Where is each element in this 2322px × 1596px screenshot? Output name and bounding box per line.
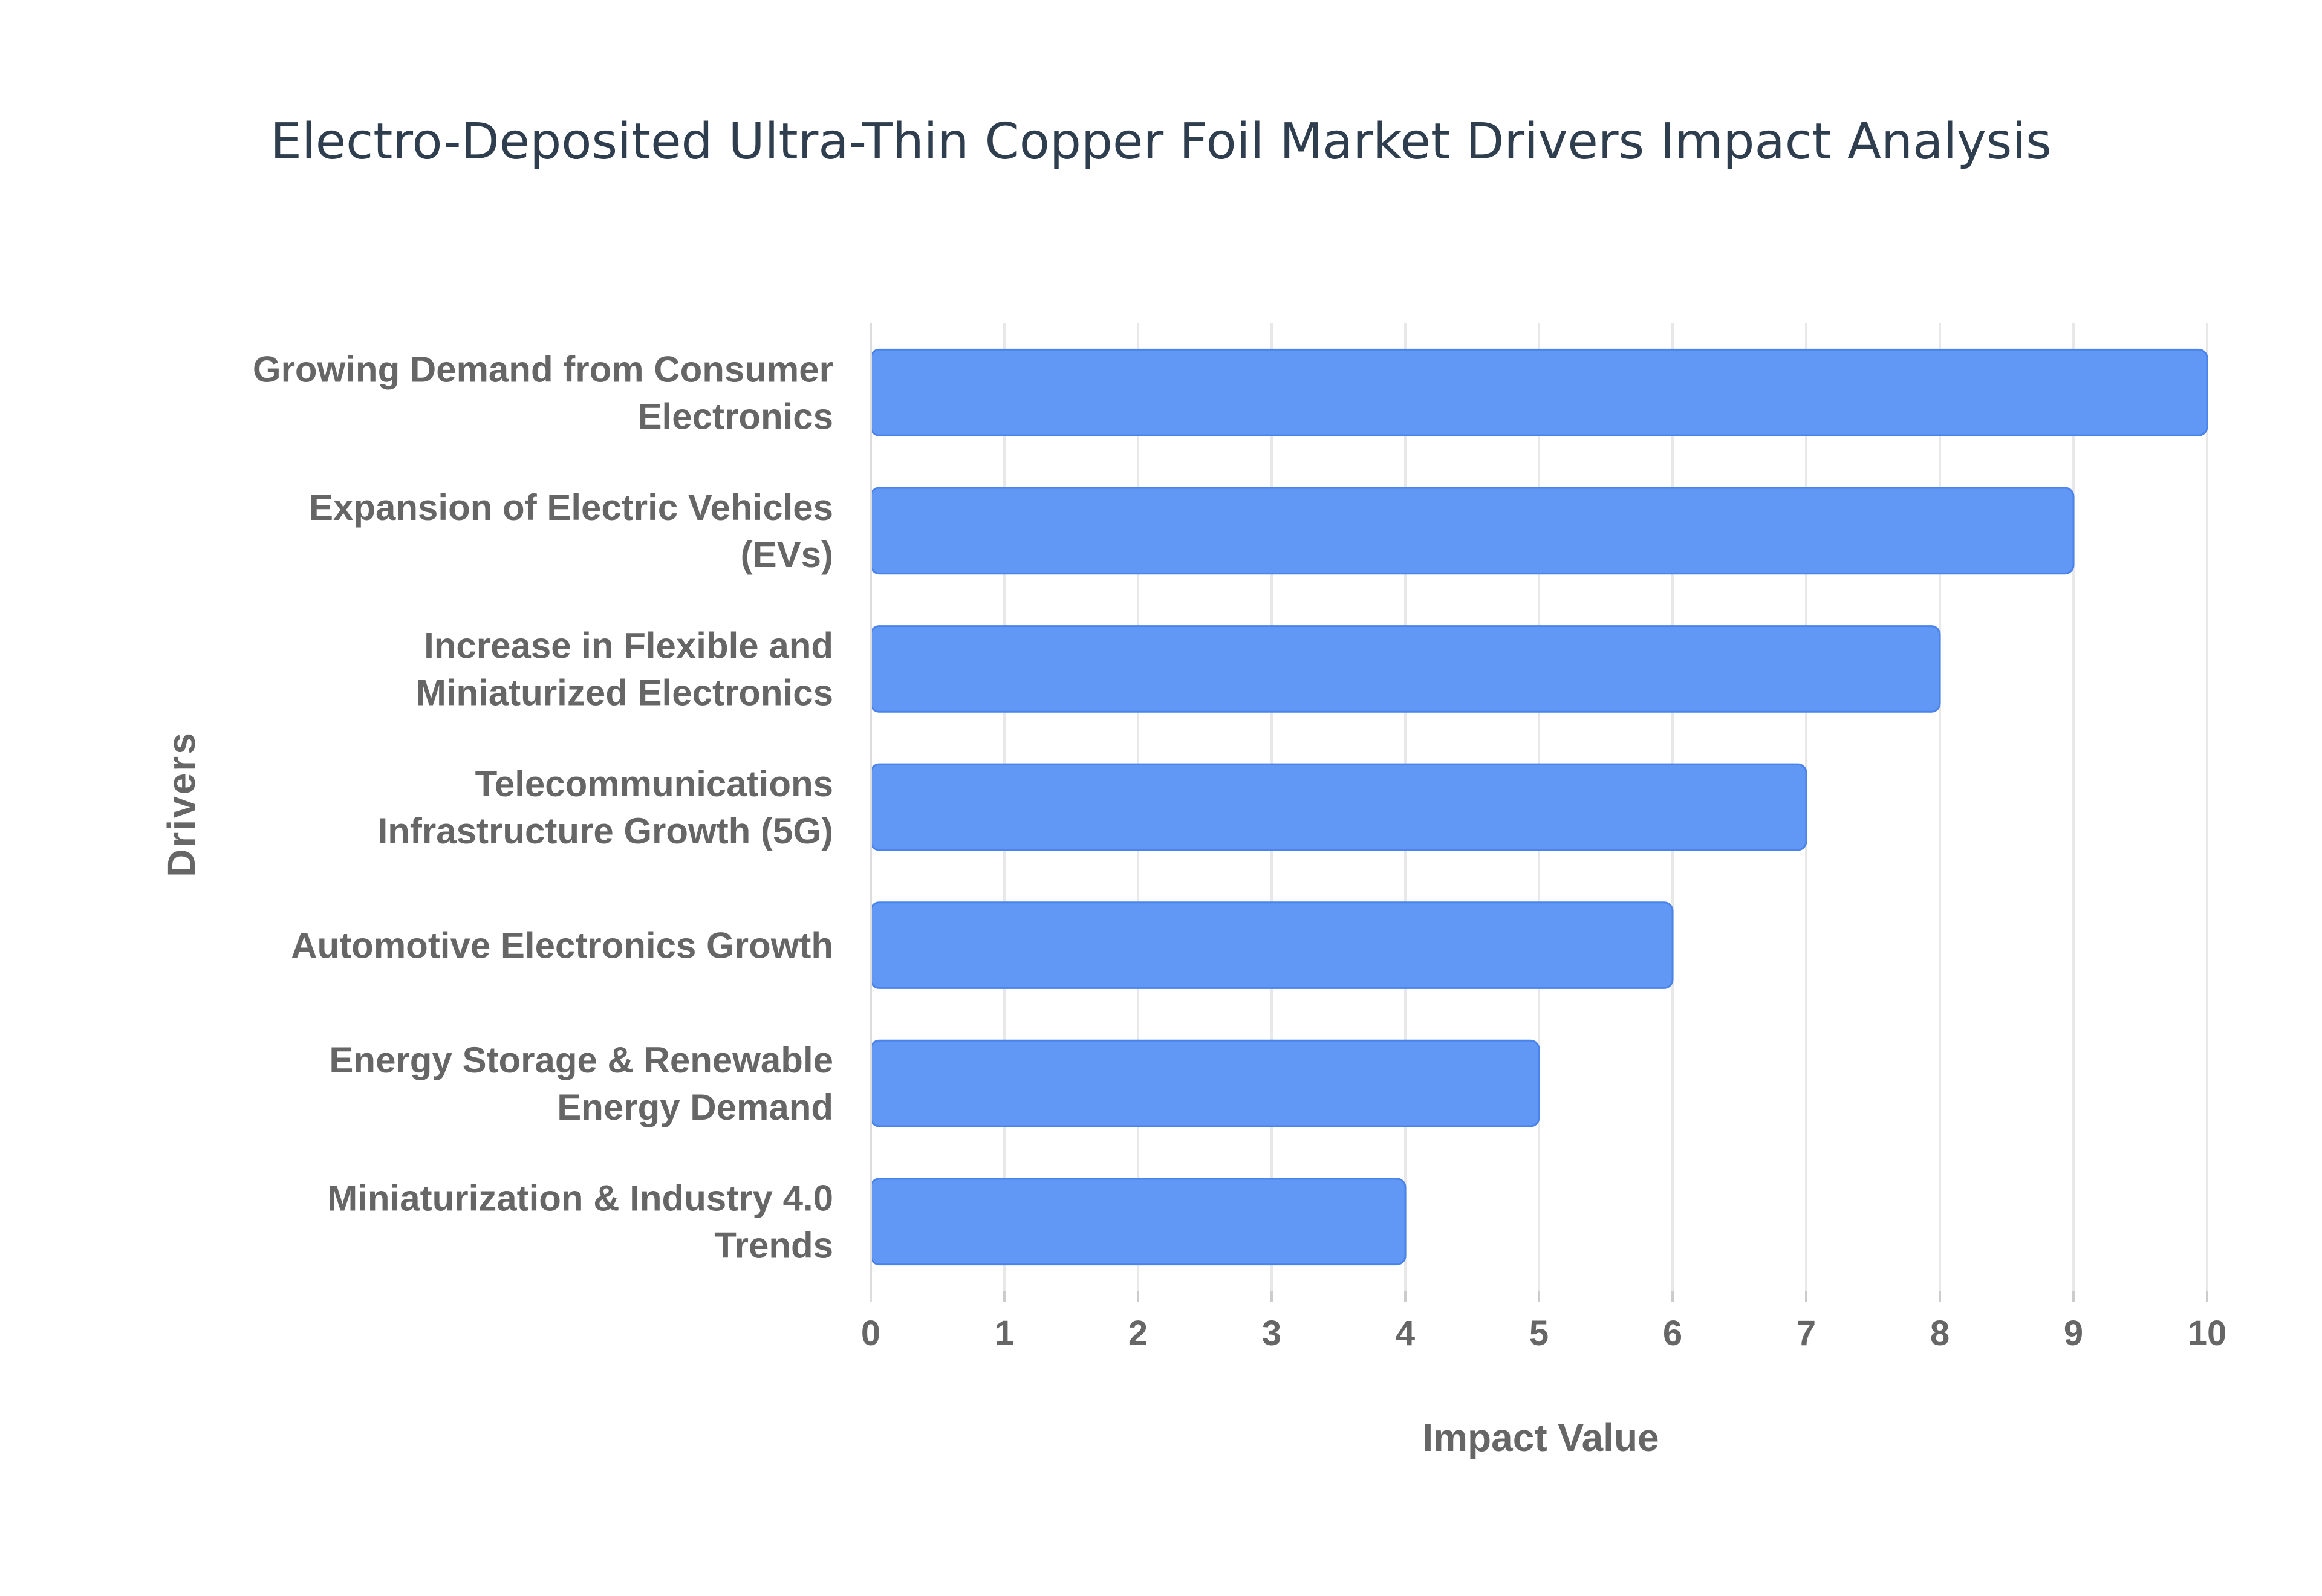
category-label-line: Miniaturization & Industry 4.0 [327, 1178, 833, 1219]
category-label: Energy Storage & Renewable Energy Demand [329, 1040, 833, 1127]
category-label: Expansion of Electric Vehicles (EVs) [309, 487, 833, 575]
category-label-line: Automotive Electronics Growth [291, 926, 833, 966]
x-tick-label: 8 [1930, 1314, 1950, 1353]
bar [870, 348, 2208, 436]
bar [870, 1039, 1540, 1127]
x-axis-title: Impact Value [1422, 1416, 1659, 1459]
x-tick-label: 5 [1529, 1314, 1549, 1353]
category-label-line: Trends [714, 1225, 833, 1266]
x-tick-label: 0 [861, 1314, 880, 1353]
category-label-line: Infrastructure Growth (5G) [378, 811, 833, 851]
category-label-line: Energy Demand [557, 1087, 833, 1127]
x-tick-label: 6 [1663, 1314, 1682, 1353]
category-label-line: Growing Demand from Consumer [253, 349, 833, 389]
axes [870, 323, 2208, 1302]
x-tick-label: 7 [1797, 1314, 1816, 1353]
bar [870, 763, 1807, 851]
bar [870, 487, 2075, 575]
category-label: Growing Demand from Consumer Electronics [253, 349, 833, 436]
category-label-line: Energy Storage & Renewable [329, 1040, 833, 1080]
category-label: Miniaturization & Industry 4.0 Trends [327, 1178, 833, 1266]
x-tick-label: 9 [2064, 1314, 2083, 1353]
category-label-line: (EVs) [741, 534, 833, 575]
category-label: Increase in Flexible and Miniaturized Ele… [416, 625, 833, 713]
category-label-line: Miniaturized Electronics [416, 672, 833, 713]
bars [870, 348, 2208, 1266]
x-tick-label: 4 [1396, 1314, 1415, 1353]
category-label-line: Electronics [638, 396, 833, 436]
bar [870, 1178, 1407, 1266]
category-label: Telecommunications Infrastructure Growth … [378, 764, 833, 851]
x-tick-label: 3 [1262, 1314, 1281, 1353]
bar [870, 625, 1941, 713]
chart-title: Electro-Deposited Ultra-Thin Copper Foil… [270, 113, 2052, 170]
x-tick-label: 2 [1128, 1314, 1148, 1353]
x-tick-labels: 0 1 2 3 4 5 6 7 8 9 10 [861, 1314, 2226, 1353]
category-label-line: Expansion of Electric Vehicles [309, 487, 833, 528]
category-label-line: Telecommunications [475, 764, 833, 804]
bar [870, 901, 1674, 989]
y-axis-title: Drivers [160, 731, 203, 877]
category-label-line: Increase in Flexible and [424, 625, 833, 666]
x-tick-label: 10 [2188, 1314, 2227, 1353]
category-labels: Growing Demand from Consumer Electronics E… [253, 349, 833, 1265]
x-tick-label: 1 [995, 1314, 1014, 1353]
category-label: Automotive Electronics Growth [291, 926, 833, 966]
